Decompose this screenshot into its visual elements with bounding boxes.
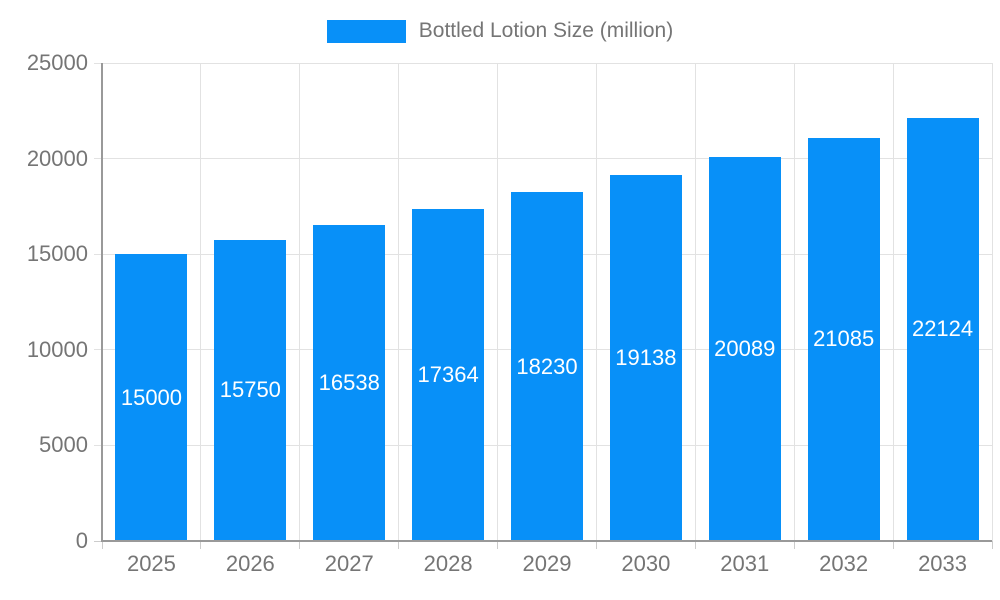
x-tick	[694, 541, 696, 549]
x-gridline	[694, 63, 696, 541]
x-tick-label: 2031	[720, 551, 770, 576]
bar-value-label: 16538	[318, 369, 380, 395]
bar-value-label: 21085	[813, 326, 875, 352]
bar-value-label: 20089	[714, 335, 776, 361]
x-tick	[991, 541, 993, 549]
x-tick-label: 2027	[324, 551, 374, 576]
y-axis-line	[101, 63, 103, 542]
x-tick-label: 2033	[918, 551, 968, 576]
bar-value-label: 15750	[219, 377, 281, 403]
legend: Bottled Lotion Size (million)	[0, 17, 1000, 45]
x-axis-line	[101, 540, 992, 542]
x-tick-label: 2032	[819, 551, 869, 576]
bar-value-label: 17364	[417, 362, 479, 387]
bar-value-label: 19138	[615, 345, 677, 371]
y-tick-label: 5000	[39, 432, 88, 458]
bar	[906, 117, 979, 541]
y-tick-label: 10000	[26, 336, 88, 362]
bar-value-label: 15000	[120, 384, 183, 410]
bar	[511, 192, 583, 541]
x-gridline	[595, 63, 597, 541]
x-tick	[200, 541, 202, 549]
x-gridline	[398, 63, 400, 541]
x-gridline	[497, 63, 499, 541]
y-tick-label: 0	[75, 528, 88, 553]
bar	[609, 175, 682, 541]
bar-value-label: 18230	[516, 353, 578, 379]
y-gridline	[94, 158, 992, 160]
bar-value-label: 22124	[911, 316, 974, 342]
y-gridline	[94, 62, 992, 64]
x-tick	[793, 541, 795, 549]
x-tick-label: 2025	[126, 551, 176, 576]
y-tick-label: 25000	[26, 50, 88, 75]
bar	[708, 156, 781, 541]
bar	[412, 209, 485, 541]
x-tick	[497, 541, 499, 549]
x-gridline	[991, 63, 993, 541]
legend-label: Bottled Lotion Size (million)	[418, 19, 674, 42]
x-tick-label: 2030	[621, 551, 671, 576]
x-gridline	[200, 63, 202, 541]
legend-swatch	[326, 19, 406, 43]
x-tick-label: 2029	[522, 551, 572, 576]
y-tick-label: 15000	[26, 241, 88, 267]
bar	[313, 224, 386, 541]
y-tick-label: 20000	[26, 145, 88, 171]
x-tick	[101, 541, 103, 549]
bar	[115, 254, 188, 541]
x-tick	[398, 541, 400, 549]
bar	[214, 239, 287, 541]
x-gridline	[299, 63, 301, 541]
x-tick	[299, 541, 301, 549]
x-tick-label: 2026	[225, 551, 275, 576]
bar	[807, 137, 880, 541]
x-gridline	[793, 63, 795, 541]
x-tick-label: 2028	[423, 551, 473, 576]
x-tick	[595, 541, 597, 549]
x-tick	[892, 541, 894, 549]
x-gridline	[892, 63, 894, 541]
y-tick	[94, 540, 102, 542]
